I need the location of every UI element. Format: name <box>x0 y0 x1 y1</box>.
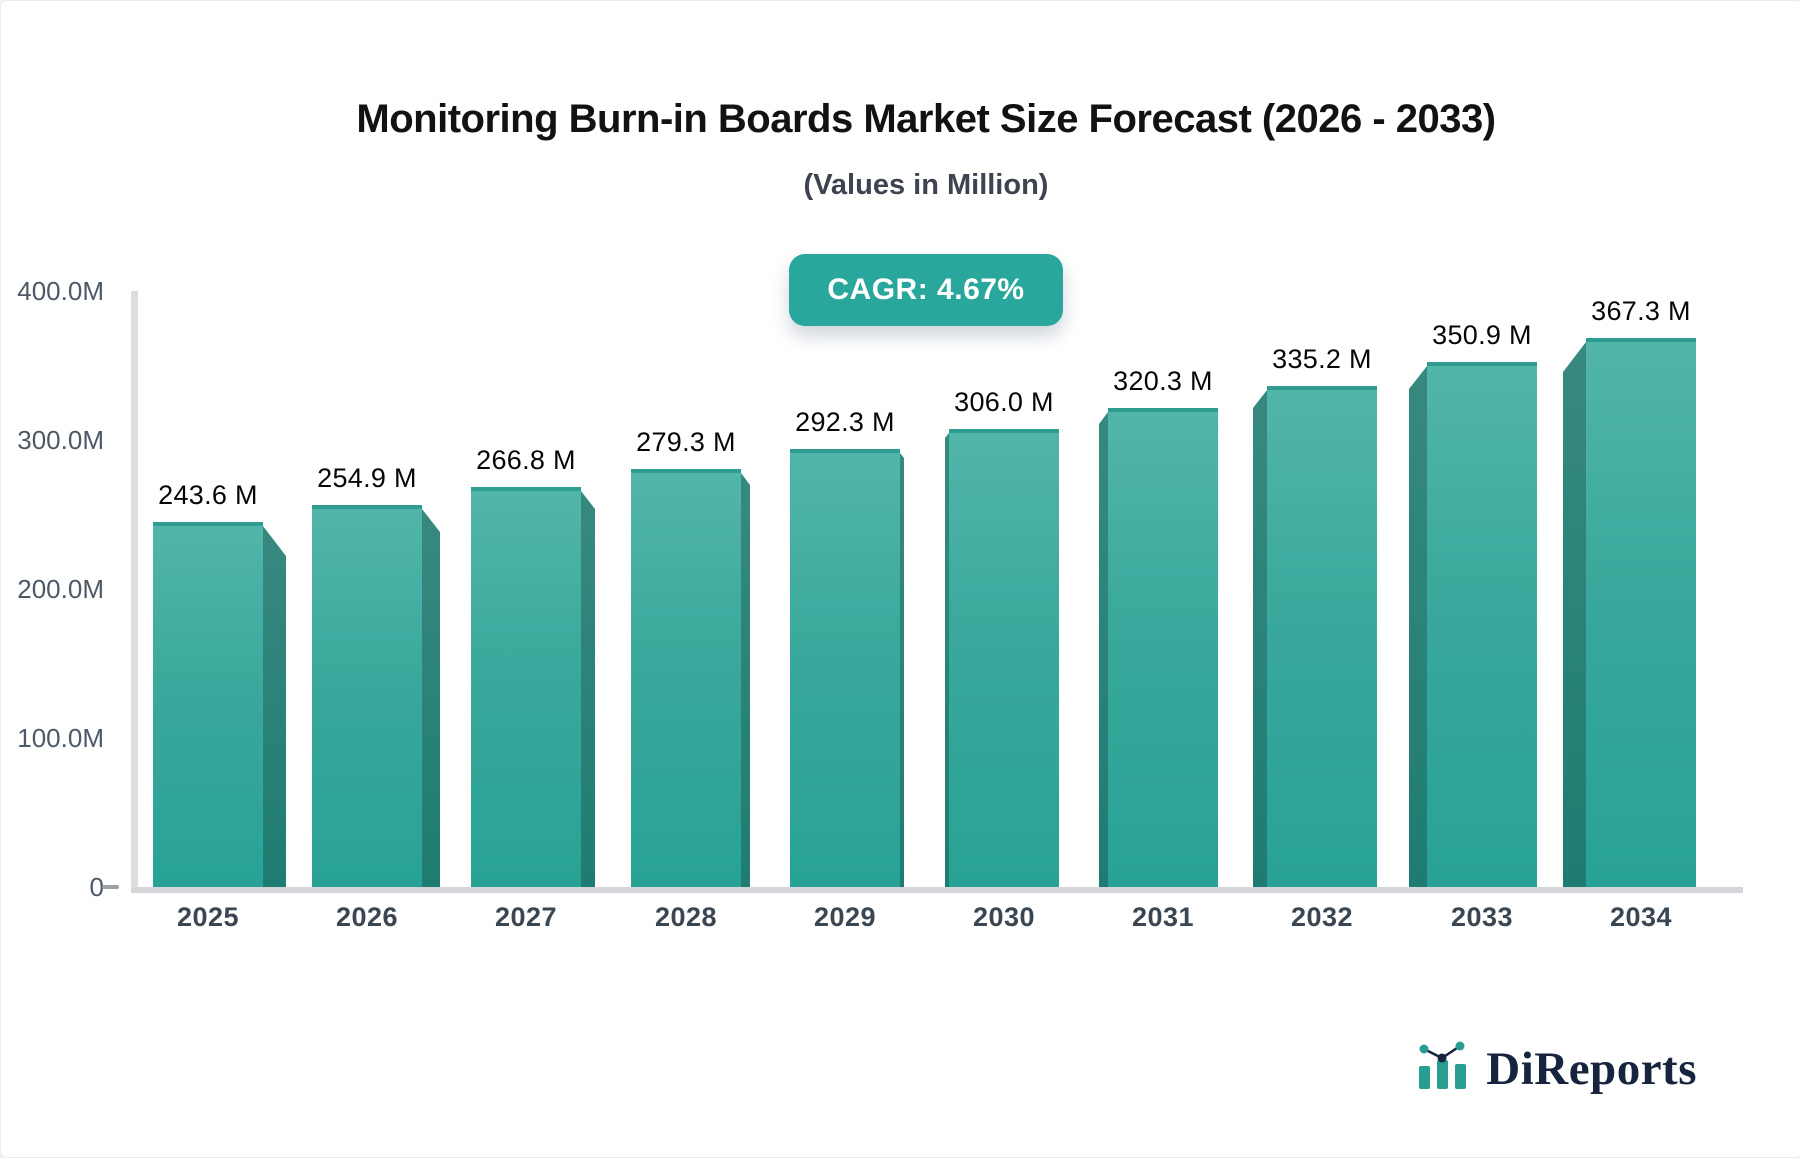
bar-3d-side <box>741 473 750 891</box>
x-category-label: 2026 <box>335 902 399 932</box>
bar-value-label: 320.3 M <box>1113 366 1213 396</box>
y-tick-label: 0 <box>89 872 104 902</box>
bar-2028[interactable] <box>631 469 741 891</box>
y-tick-label: 100.0M <box>17 723 104 753</box>
bar-3d-side <box>1099 412 1108 891</box>
bar-value-label: 350.9 M <box>1432 320 1532 350</box>
bar-value-label: 292.3 M <box>795 407 895 437</box>
bar-3d-side <box>900 453 904 891</box>
bar-3d-side <box>581 491 595 891</box>
bar-3d-side <box>1409 366 1427 891</box>
brand-name: DiReports <box>1486 1043 1697 1095</box>
bar-3d-side <box>1253 390 1267 891</box>
x-category-label: 2025 <box>176 902 240 932</box>
bar-2029[interactable] <box>790 449 900 891</box>
bar-value-label: 254.9 M <box>317 463 417 493</box>
x-category-label: 2032 <box>1290 902 1354 932</box>
bar-value-label: 243.6 M <box>158 480 258 510</box>
bar-2031[interactable] <box>1108 408 1218 891</box>
x-category-label: 2028 <box>654 902 718 932</box>
cagr-badge-label: CAGR: 4.67% <box>827 273 1025 306</box>
bar-2025[interactable] <box>153 522 263 891</box>
y-tick-label: 200.0M <box>17 574 104 604</box>
bar-value-label: 266.8 M <box>476 445 576 475</box>
x-category-label: 2031 <box>1131 902 1195 932</box>
bar-2026[interactable] <box>312 505 422 891</box>
bar-2030[interactable] <box>949 429 1059 891</box>
chart-subtitle: (Values in Million) <box>803 169 1049 201</box>
y-tick-label: 400.0M <box>17 276 104 306</box>
x-category-label: 2030 <box>972 902 1036 932</box>
x-category-label: 2034 <box>1609 902 1673 932</box>
x-axis-baseline <box>131 887 1743 893</box>
y-tick-label: 300.0M <box>17 425 104 455</box>
bar-3d-side <box>422 509 440 891</box>
bar-3d-side <box>945 433 949 891</box>
bar-value-label: 306.0 M <box>954 387 1054 417</box>
chart-title: Monitoring Burn-in Boards Market Size Fo… <box>356 97 1496 141</box>
x-category-label: 2033 <box>1450 902 1514 932</box>
x-category-label: 2027 <box>494 902 558 932</box>
bar-2033[interactable] <box>1427 362 1537 891</box>
bar-3d-side <box>1563 342 1586 891</box>
brand-chart-icon <box>1416 1037 1478 1093</box>
bar-value-label: 279.3 M <box>636 427 736 457</box>
bar-2032[interactable] <box>1267 386 1377 891</box>
bar-value-label: 335.2 M <box>1272 344 1372 374</box>
bar-value-label: 367.3 M <box>1591 296 1691 326</box>
cagr-badge: CAGR: 4.67% <box>789 254 1063 326</box>
zero-tick-mark <box>102 885 119 889</box>
bar-3d-side <box>263 526 286 891</box>
x-category-label: 2029 <box>813 902 877 932</box>
bar-2027[interactable] <box>471 487 581 891</box>
bar-2034[interactable] <box>1586 338 1696 891</box>
brand-logo: DiReports <box>1416 1029 1697 1093</box>
y-axis-line <box>131 291 138 893</box>
